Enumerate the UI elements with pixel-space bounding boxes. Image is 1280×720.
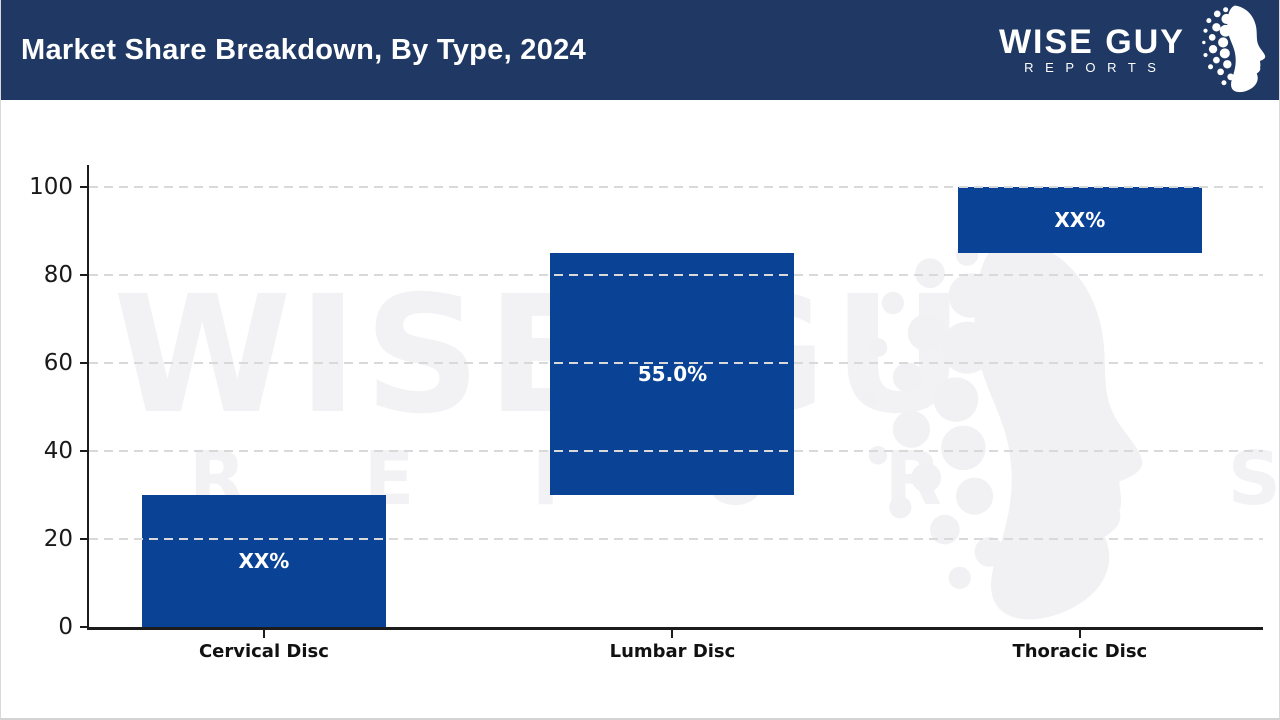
logo-wordmark: WISE GUY xyxy=(998,22,1185,61)
y-tick-mark xyxy=(80,186,88,188)
x-tick-label: Lumbar Disc xyxy=(609,641,736,662)
bar-value-label: XX% xyxy=(1054,208,1106,232)
y-tick-label: 100 xyxy=(29,174,73,200)
y-tick-label: 0 xyxy=(58,614,73,640)
y-tick-mark xyxy=(80,538,88,540)
y-tick-label: 60 xyxy=(43,350,73,376)
x-tick-mark xyxy=(262,630,265,638)
bar-value-label: 55.0% xyxy=(637,362,708,386)
gridline xyxy=(89,362,1263,364)
bar: XX% xyxy=(957,187,1202,253)
y-tick-mark xyxy=(80,362,88,364)
y-tick-label: 40 xyxy=(43,438,73,464)
x-tick-label: Thoracic Disc xyxy=(1012,641,1148,662)
gridline xyxy=(89,450,1263,452)
dot-head-icon xyxy=(1202,5,1266,93)
x-tick-mark xyxy=(1078,630,1081,638)
logo-text-block: WISE GUY R E P O R T S xyxy=(998,22,1185,76)
bar: XX% xyxy=(141,495,386,627)
x-tick-label: Cervical Disc xyxy=(198,641,329,662)
bar-value-label: XX% xyxy=(238,549,290,573)
y-tick-mark xyxy=(80,274,88,276)
y-tick-label: 20 xyxy=(43,526,73,552)
x-tick-mark xyxy=(671,630,674,638)
x-axis-line xyxy=(87,627,1263,630)
gridline xyxy=(89,274,1263,276)
y-tick-mark xyxy=(80,626,88,628)
page-title: Market Share Breakdown, By Type, 2024 xyxy=(21,33,587,66)
watermark-head-icon xyxy=(863,236,1143,620)
y-axis-spine xyxy=(87,165,89,630)
bar: 55.0% xyxy=(550,253,795,495)
gridline xyxy=(89,538,1263,540)
gridline xyxy=(89,186,1263,188)
plot-area: 0 20 40 60 80 100 XX% Cervical Disc 55.0% Lumbar … xyxy=(29,165,1263,662)
y-tick-label: 80 xyxy=(43,262,73,288)
y-tick-mark xyxy=(80,450,88,452)
logo-subtext: R E P O R T S xyxy=(1024,60,1160,76)
header-bar: Market Share Breakdown, By Type, 2024 WI… xyxy=(1,0,1279,100)
wiseguy-logo: WISE GUY R E P O R T S xyxy=(999,3,1271,97)
